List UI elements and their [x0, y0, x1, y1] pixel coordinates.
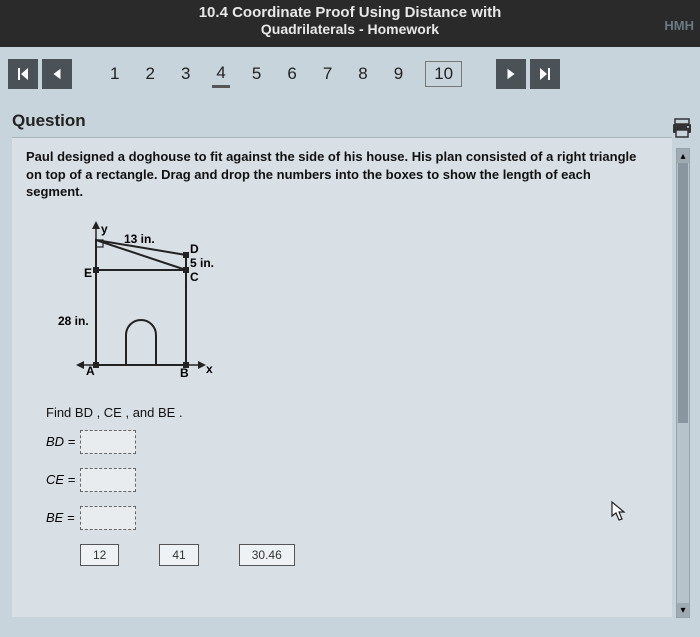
scroll-down-button[interactable]: ▾	[677, 603, 689, 617]
answer-row-be: BE =	[46, 506, 658, 530]
doghouse-diagram: y 13 in. D 5 in. C E 28 in. A B x	[46, 215, 226, 395]
page-6[interactable]: 6	[283, 62, 300, 86]
page-10[interactable]: 10	[425, 61, 462, 87]
page-5[interactable]: 5	[248, 62, 265, 86]
question-text: Paul designed a doghouse to fit against …	[26, 148, 646, 201]
page-7[interactable]: 7	[319, 62, 336, 86]
label-13in: 13 in.	[124, 232, 155, 246]
find-instruction: Find BD , CE , and BE .	[46, 405, 658, 420]
drag-12[interactable]: 12	[80, 544, 119, 566]
scroll-up-button[interactable]: ▴	[677, 149, 689, 163]
label-28in: 28 in.	[58, 314, 89, 328]
drag-3046[interactable]: 30.46	[239, 544, 295, 566]
label-ce: CE =	[46, 472, 80, 487]
cursor-icon	[610, 500, 628, 527]
dropzone-be[interactable]	[80, 506, 136, 530]
page-2[interactable]: 2	[141, 62, 158, 86]
page-9[interactable]: 9	[390, 62, 407, 86]
dropzone-ce[interactable]	[80, 468, 136, 492]
label-A: A	[86, 364, 95, 378]
brand-label: HMH	[664, 18, 694, 33]
label-C: C	[190, 270, 199, 284]
label-y: y	[101, 222, 108, 236]
last-page-button[interactable]	[530, 59, 560, 89]
prev-page-button[interactable]	[42, 59, 72, 89]
label-bd: BD =	[46, 434, 80, 449]
page-numbers: 1 2 3 4 5 6 7 8 9 10	[106, 61, 462, 88]
label-B: B	[180, 366, 189, 380]
question-content: Paul designed a doghouse to fit against …	[12, 137, 672, 617]
label-be: BE =	[46, 510, 80, 525]
drag-41[interactable]: 41	[159, 544, 198, 566]
scroll-thumb[interactable]	[678, 163, 688, 423]
page-header: 10.4 Coordinate Proof Using Distance wit…	[0, 0, 700, 47]
dropzone-bd[interactable]	[80, 430, 136, 454]
first-page-button[interactable]	[8, 59, 38, 89]
drag-options: 12 41 30.46	[80, 544, 658, 566]
answer-row-bd: BD =	[46, 430, 658, 454]
header-title: 10.4 Coordinate Proof Using Distance wit…	[0, 4, 700, 21]
answer-row-ce: CE =	[46, 468, 658, 492]
label-x: x	[206, 362, 213, 376]
pagination-bar: 1 2 3 4 5 6 7 8 9 10	[0, 47, 700, 101]
question-heading: Question	[0, 101, 700, 137]
label-D: D	[190, 242, 199, 256]
next-page-button[interactable]	[496, 59, 526, 89]
print-button[interactable]	[670, 116, 694, 145]
content-scrollbar[interactable]: ▴ ▾	[676, 148, 690, 618]
page-3[interactable]: 3	[177, 62, 194, 86]
page-8[interactable]: 8	[354, 62, 371, 86]
page-4[interactable]: 4	[212, 61, 229, 88]
page-1[interactable]: 1	[106, 62, 123, 86]
label-5in: 5 in.	[190, 256, 214, 270]
header-subtitle: Quadrilaterals - Homework	[0, 21, 700, 37]
label-E: E	[84, 266, 92, 280]
